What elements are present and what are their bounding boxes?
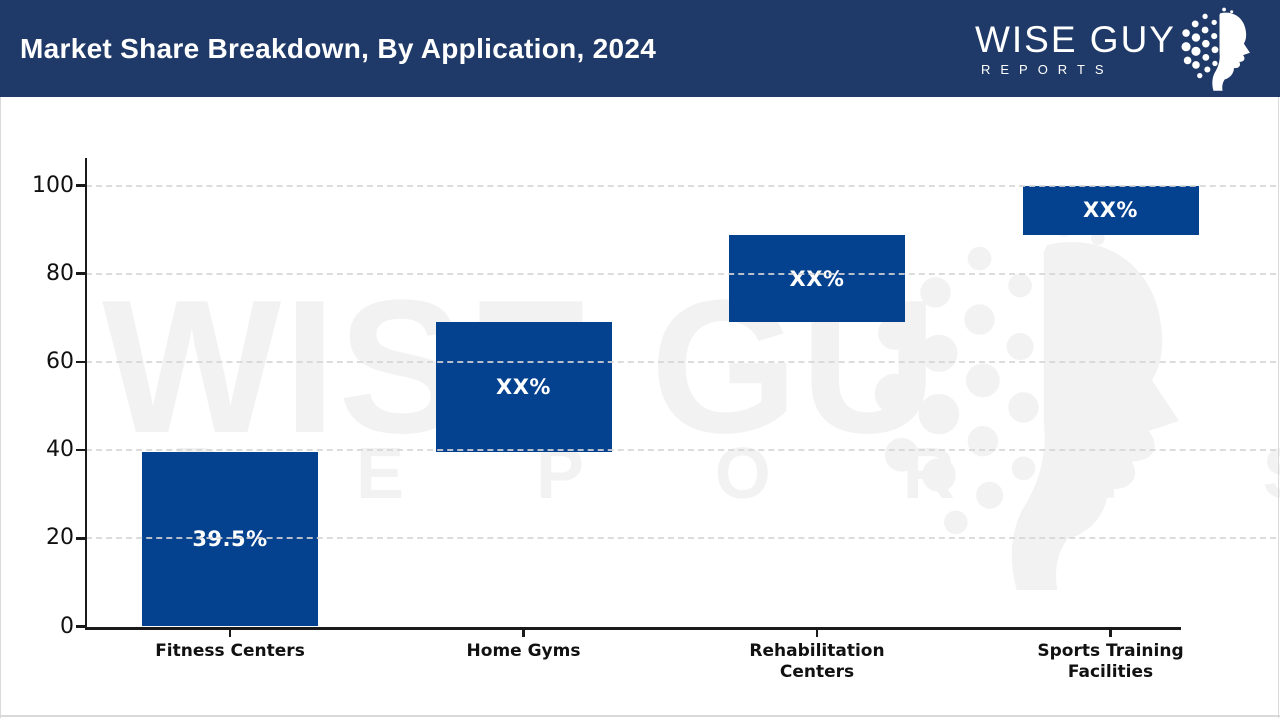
y-axis-tick-label: 20	[46, 525, 74, 551]
y-axis-tick	[76, 625, 85, 628]
gridline-80	[86, 272, 1276, 275]
gridline-60	[86, 360, 1276, 363]
x-axis-category-label: Fitness Centers	[155, 641, 305, 661]
x-axis-category-label: Home Gyms	[466, 641, 581, 661]
gridline-100	[86, 184, 1276, 187]
bar-value-label: 39.5%	[192, 527, 268, 552]
brand-text: WISE GUY REPORTS	[975, 21, 1176, 77]
y-axis-tick-label: 80	[46, 260, 74, 286]
gridline-20	[86, 537, 1276, 540]
brand-subtitle: REPORTS	[980, 61, 1114, 77]
bar-fitness-centers: 39.5%	[142, 452, 318, 627]
y-axis-tick-label: 100	[32, 172, 74, 198]
y-axis-tick	[76, 272, 85, 275]
y-axis-tick	[76, 537, 85, 540]
bar-sports-training-facilities: XX%	[1022, 185, 1199, 236]
brand-name: WISE GUY	[974, 18, 1176, 60]
y-axis-tick	[76, 184, 85, 187]
y-axis	[84, 158, 87, 629]
y-axis-tick	[76, 360, 85, 364]
x-axis-tick	[815, 629, 819, 637]
bar-value-label: XX%	[1083, 198, 1138, 223]
bar-value-label: XX%	[789, 266, 845, 291]
x-axis-tick	[522, 629, 525, 637]
frame-border-left	[0, 97, 1, 718]
y-axis-tick-label: 40	[46, 437, 74, 463]
x-axis-tick	[228, 629, 232, 637]
bar-home-gyms: XX%	[435, 322, 612, 453]
frame-border-bottom	[0, 715, 1280, 717]
page-title: Market Share Breakdown, By Application, …	[20, 32, 657, 64]
dotted-head-logo-icon	[1181, 7, 1250, 91]
bar-rehabilitation-centers: XX%	[729, 235, 905, 323]
x-axis	[84, 626, 1181, 630]
x-axis-category-label: Sports Training Facilities	[1037, 641, 1184, 682]
y-axis-tick-label: 60	[46, 348, 74, 374]
y-axis-tick-label: 0	[60, 613, 74, 639]
x-axis-category-label: Rehabilitation Centers	[749, 641, 885, 682]
brand-logo: WISE GUY REPORTS	[975, 7, 1256, 91]
header-bar: Market Share Breakdown, By Application, …	[0, 0, 1280, 97]
frame-border-right	[1278, 97, 1279, 718]
y-axis-tick	[76, 448, 85, 452]
x-axis-tick	[1109, 629, 1112, 637]
gridline-40	[86, 449, 1276, 452]
bar-value-label: XX%	[496, 375, 551, 400]
